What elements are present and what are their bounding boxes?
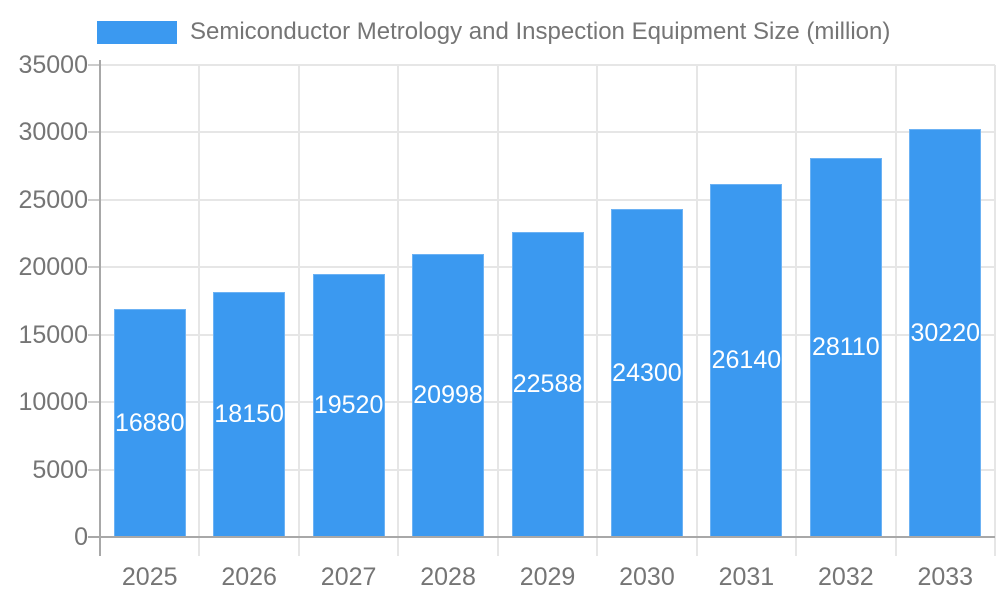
x-gridline xyxy=(795,65,798,537)
bar[interactable]: 16880 xyxy=(113,309,186,537)
x-axis-tick xyxy=(795,537,798,556)
y-axis-label: 35000 xyxy=(18,51,88,79)
x-axis-tick xyxy=(695,537,698,556)
bar[interactable]: 30220 xyxy=(909,129,982,537)
x-axis-label: 2025 xyxy=(121,563,178,591)
x-axis-label: 2030 xyxy=(619,563,675,591)
y-axis-tick xyxy=(88,266,100,269)
bar[interactable]: 26140 xyxy=(710,184,783,537)
x-gridline xyxy=(297,65,300,537)
y-axis-tick xyxy=(88,131,100,134)
y-axis-label: 0 xyxy=(74,523,88,551)
x-gridline xyxy=(994,65,996,537)
x-gridline xyxy=(894,65,897,537)
x-gridline xyxy=(496,65,499,537)
bar-value-label: 24300 xyxy=(612,358,682,387)
bar-value-label: 26140 xyxy=(711,346,782,375)
bar-value-label: 22588 xyxy=(512,370,583,399)
x-axis-baseline xyxy=(88,536,995,538)
bar[interactable]: 22588 xyxy=(511,232,584,537)
x-axis-label: 2026 xyxy=(221,563,277,591)
x-axis-label: 2028 xyxy=(420,563,476,591)
y-axis-label: 5000 xyxy=(32,455,88,484)
x-gridline xyxy=(596,65,599,537)
x-axis-label: 2027 xyxy=(320,563,377,591)
y-axis-tick xyxy=(88,64,100,66)
bar-value-label: 28110 xyxy=(811,332,880,361)
y-gridline xyxy=(100,64,995,66)
legend-swatch xyxy=(97,20,177,44)
bar-value-label: 19520 xyxy=(313,390,384,419)
x-gridline xyxy=(397,65,400,537)
y-gridline xyxy=(100,198,995,201)
x-axis-tick xyxy=(596,537,599,556)
bar-value-label: 16880 xyxy=(114,408,185,437)
x-axis-tick xyxy=(994,537,996,556)
x-axis-label: 2033 xyxy=(917,563,974,591)
x-axis-label: 2029 xyxy=(519,563,576,591)
bar[interactable]: 19520 xyxy=(312,273,385,537)
x-axis-tick xyxy=(894,537,897,556)
bar-value-label: 30220 xyxy=(910,318,981,347)
x-axis-tick xyxy=(496,537,499,556)
y-axis-tick xyxy=(88,198,100,201)
x-axis-tick xyxy=(297,537,300,556)
legend-label: Semiconductor Metrology and Inspection E… xyxy=(190,18,891,45)
bar[interactable]: 20998 xyxy=(412,253,485,537)
bar-value-label: 20998 xyxy=(413,380,483,409)
y-axis-label: 15000 xyxy=(18,320,88,349)
x-gridline xyxy=(695,65,698,537)
bar[interactable]: 24300 xyxy=(610,209,683,537)
x-axis-tick xyxy=(198,537,201,556)
bar[interactable]: 18150 xyxy=(213,292,286,537)
x-axis-label: 2032 xyxy=(818,563,874,591)
y-axis-label: 20000 xyxy=(18,253,88,282)
y-axis-tick xyxy=(88,401,100,404)
legend[interactable]: Semiconductor Metrology and Inspection E… xyxy=(97,10,890,54)
x-axis-label: 2031 xyxy=(718,563,775,591)
y-axis-label: 10000 xyxy=(18,388,88,417)
y-axis-label: 25000 xyxy=(18,185,88,214)
y-axis-tick xyxy=(88,333,100,336)
bar-value-label: 18150 xyxy=(214,400,284,429)
x-gridline xyxy=(198,65,201,537)
y-axis-label: 30000 xyxy=(18,118,88,147)
x-axis-tick xyxy=(397,537,400,556)
bar[interactable]: 28110 xyxy=(809,157,882,537)
y-gridline xyxy=(100,131,995,134)
y-axis-tick xyxy=(88,468,100,471)
y-axis-line xyxy=(99,60,101,556)
